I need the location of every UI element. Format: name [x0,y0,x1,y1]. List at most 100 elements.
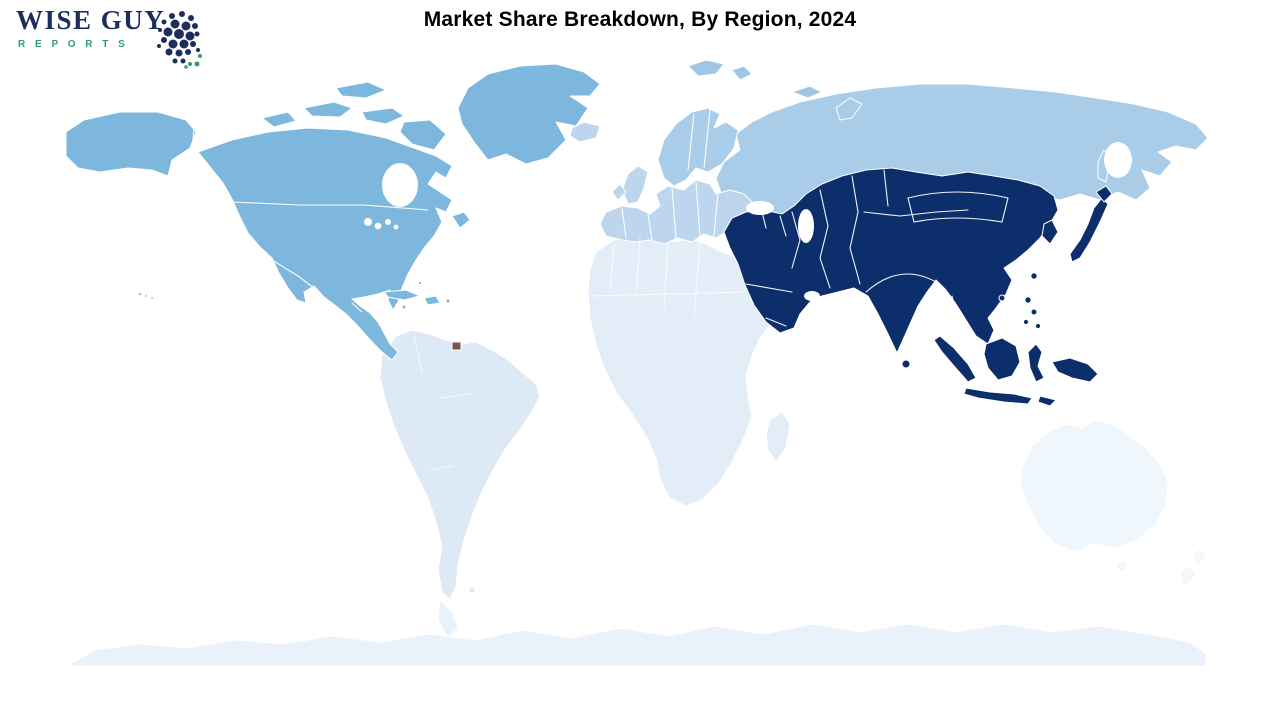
caspian-sea [798,209,814,243]
border-europe-1 [621,207,627,239]
great-lake-4 [393,224,399,230]
region-group-antarctica [69,599,1207,667]
border-europe-3 [671,187,677,239]
island-nz-north [1191,547,1207,567]
persian-gulf [804,291,820,301]
border-europe-4 [695,181,701,237]
border-yemen-oman [765,317,787,327]
island-taiwan [1030,272,1038,280]
island-tasmania [1116,560,1128,572]
great-lake-2 [374,222,382,230]
great-lake-1 [364,218,372,226]
country-australia [1019,419,1169,553]
border-iran-afghanistan [819,189,831,289]
island-sri-lanka [901,359,911,369]
logo-subtext: R E P O R T S [18,38,129,50]
island-novaya-zemlya [835,97,863,121]
region-group-europe [569,121,753,245]
logo-text: WISE GUY R E P O R T S [16,5,216,50]
border-europe-2 [647,213,653,241]
border-sa-2 [439,393,471,399]
region-group-new-zealand [1179,547,1207,587]
border-sa-3 [429,465,453,471]
island-nz-south [1179,565,1197,587]
great-lake-3 [385,219,391,225]
wise-guy-reports-logo: WISE GUY R E P O R T S [16,5,216,70]
island-hawaii-3 [150,296,154,300]
island-new-guinea [1051,357,1099,383]
country-borders [189,109,1009,471]
island-borneo [983,337,1021,381]
country-japan-hokkaido [1095,185,1113,203]
hudson-bay [382,163,418,207]
border-india-china [865,273,937,293]
island-philippines-1 [1024,296,1032,304]
island-arctic-1 [261,111,297,128]
border-africa-2 [635,237,641,297]
island-bahamas [417,280,423,286]
dotted-head-icon [157,11,202,69]
island-franz-josef [791,85,823,99]
border-alaska-canada [189,127,195,171]
water-overlays [364,142,1132,301]
island-java [963,387,1033,405]
country-uk [621,165,649,205]
island-svalbard-2 [731,65,753,81]
island-philippines-3 [1022,318,1030,326]
island-hawaii-1 [137,291,143,297]
border-saudi-north [745,283,793,293]
country-korea [1041,219,1059,245]
border-kazakhstan-east [883,169,889,207]
border-scandinavia-1 [687,113,695,171]
border-africa-1 [609,243,615,291]
region-group-africa [587,235,803,507]
border-sa-1 [413,335,423,373]
island-hawaii-2 [144,294,148,298]
border-mexico-guatemala [351,302,363,313]
border-kazakh-south [863,209,969,217]
island-hispaniola [423,295,441,306]
chart-title: Market Share Breakdown, By Region, 2024 [423,8,857,31]
antarctic-peninsula [437,599,459,639]
continent-north-america-mainland [197,127,453,361]
island-baffin [399,119,447,151]
region-group-south-america [379,329,541,601]
island-puerto-rico [445,298,451,304]
border-africa-4 [693,243,701,317]
country-ireland [611,183,627,201]
head-dots-green [184,54,202,69]
island-hainan [998,294,1006,302]
region-group-north-america [65,63,601,361]
border-scandinavia-2 [703,109,711,169]
island-sumatra [933,335,977,383]
border-mongolia-top [907,191,1009,199]
island-newfoundland [451,211,471,229]
continent-europe [599,179,753,245]
border-europe-5 [713,191,719,237]
island-ellesmere [335,81,387,99]
border-myanmar [935,281,945,317]
border-turkey-east [779,215,787,237]
region-group-oceania [1019,419,1169,572]
island-jamaica [401,304,407,310]
state-alaska [65,111,197,177]
border-ukraine [759,203,767,229]
border-thailand [951,295,961,331]
region-group-svalbard [687,59,823,99]
border-africa-sahel [591,291,749,297]
island-sulawesi [1027,343,1045,383]
sea-of-okhotsk [1104,142,1132,178]
country-japan-honshu [1069,197,1109,263]
island-arctic-2 [303,101,353,118]
black-sea [746,201,774,215]
region-scandinavia [657,107,739,187]
territory-greenland [457,63,601,165]
border-iran-iraq [791,211,801,269]
head-dots-navy [157,11,200,64]
island-philippines-2 [1030,308,1038,316]
island-cuba [383,289,421,301]
country-iceland [569,121,601,143]
island-svalbard-1 [687,59,725,77]
